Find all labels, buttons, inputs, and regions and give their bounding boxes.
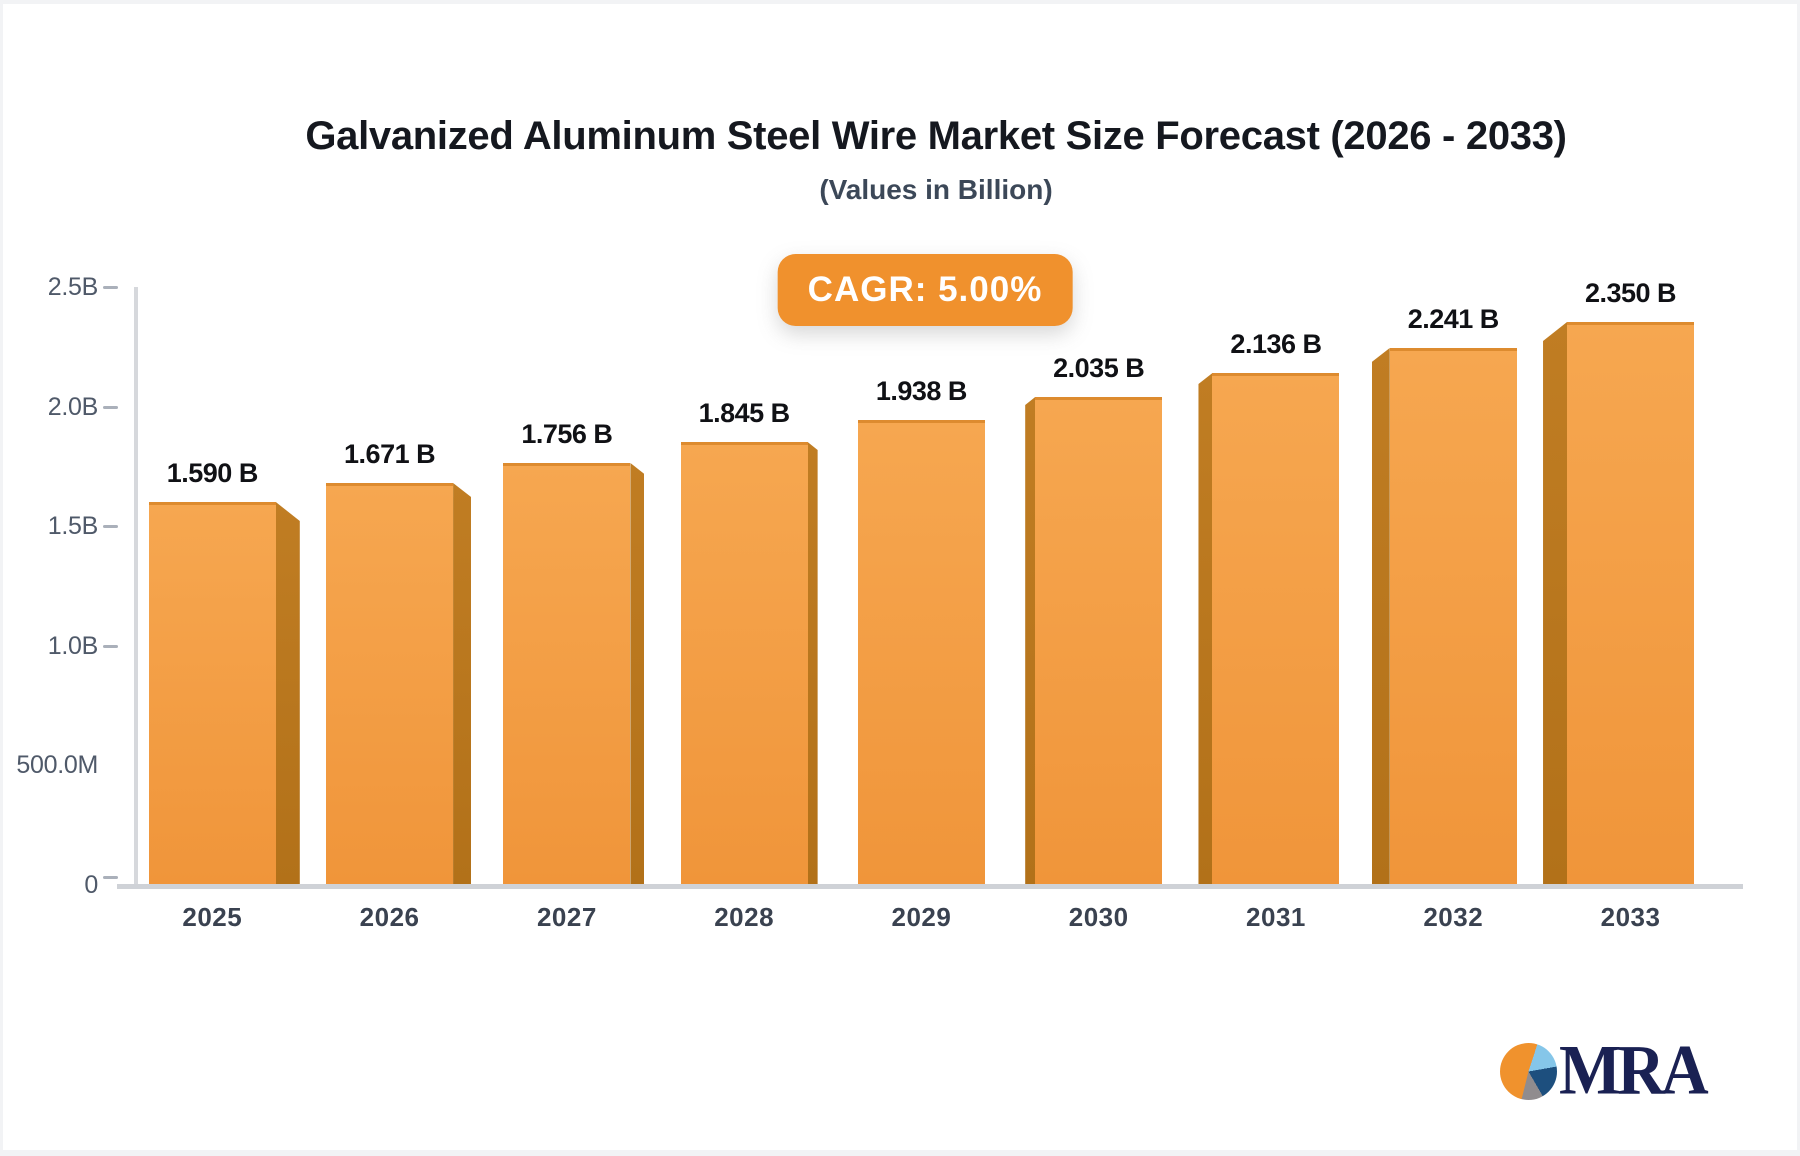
y-axis-tick [103,405,118,409]
bar [1212,373,1340,884]
bar-value-label: 2.035 B [1053,353,1145,383]
y-axis-label: 1.5B [47,512,99,541]
x-axis-label: 2031 [1246,902,1306,932]
bar [857,420,985,884]
bar [503,463,631,884]
x-axis-label: 2029 [891,902,952,932]
bar [326,483,454,884]
y-axis-label: 1.0B [47,631,99,660]
bar [1389,348,1517,884]
y-axis-label: 0 [84,871,98,899]
bar [148,502,276,884]
mra-logo: MRA [1500,1031,1709,1110]
x-axis-baseline [117,884,1743,889]
bar-value-label: 1.756 B [521,419,613,449]
bar-3d-side [275,502,300,884]
bar-value-label: 1.671 B [344,439,436,469]
y-axis-tick [103,876,118,879]
bar-3d-side [1371,348,1390,884]
bar-value-label: 1.938 B [875,376,968,406]
x-axis-label: 2030 [1068,902,1129,932]
bar-3d-side [1198,373,1213,884]
bar-3d-side [453,483,472,884]
y-axis-label: 500.0M [16,751,98,780]
chart-header: Galvanized Aluminum Steel Wire Market Si… [72,112,1800,206]
chart-subtitle: (Values in Billion) [819,174,1053,205]
y-axis-line [134,287,138,885]
bar [1567,322,1695,884]
bar-3d-side [630,463,645,884]
cagr-badge-label: CAGR: 5.00% [807,270,1043,309]
bar-3d-side [1543,322,1568,884]
y-axis-label: 2.0B [47,392,99,421]
x-axis-label: 2025 [182,902,243,932]
cagr-badge: CAGR: 5.00% [777,254,1073,326]
logo-text: MRA [1559,1031,1709,1110]
bar-value-label: 2.350 B [1584,278,1677,308]
x-axis-label: 2032 [1423,902,1484,932]
bar-3d-side [807,442,818,884]
bar-value-label: 1.845 B [698,398,791,428]
x-axis-label: 2028 [714,902,775,932]
bar-3d-side [1025,397,1036,884]
x-axis-label: 2033 [1600,902,1661,932]
bar-value-label: 1.590 B [166,458,259,488]
x-axis-label: 2027 [536,902,597,932]
y-axis-tick [103,286,118,289]
pie-chart-logo-icon [1500,1042,1557,1100]
bar-value-label: 2.136 B [1230,329,1322,359]
y-axis-tick [103,644,118,648]
y-axis-tick [103,525,118,529]
bar [680,442,808,884]
bar [1035,397,1163,884]
x-axis-label: 2026 [359,902,420,932]
bar-value-label: 2.241 B [1407,304,1500,334]
y-axis-label: 2.5B [47,273,99,301]
chart-title: Galvanized Aluminum Steel Wire Market Si… [305,114,1567,158]
